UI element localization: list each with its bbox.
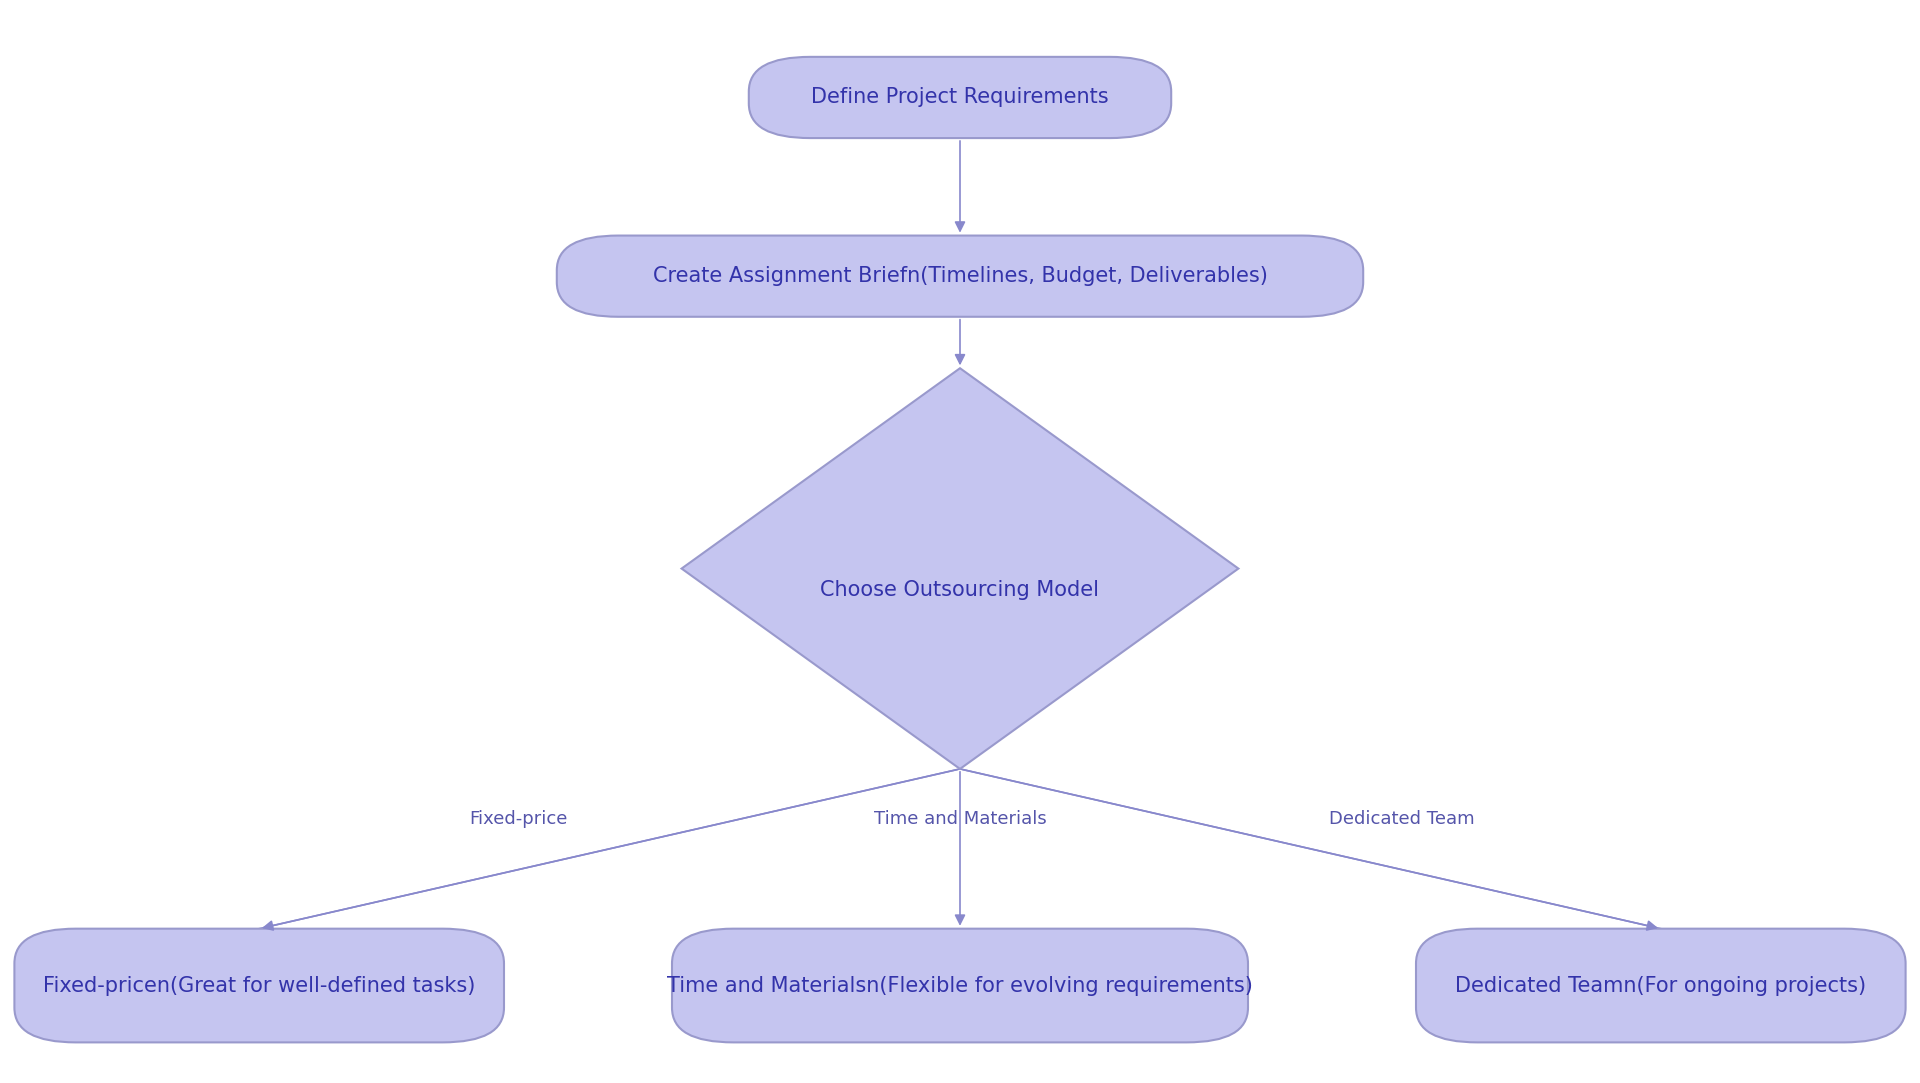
FancyBboxPatch shape <box>557 236 1363 317</box>
Text: Fixed-price: Fixed-price <box>468 810 568 828</box>
Text: Choose Outsourcing Model: Choose Outsourcing Model <box>820 580 1100 600</box>
Text: Time and Materials: Time and Materials <box>874 810 1046 828</box>
Text: Dedicated Teamn(For ongoing projects): Dedicated Teamn(For ongoing projects) <box>1455 976 1866 995</box>
Text: Fixed-pricen(Great for well-defined tasks): Fixed-pricen(Great for well-defined task… <box>42 976 476 995</box>
FancyBboxPatch shape <box>749 57 1171 139</box>
FancyBboxPatch shape <box>1417 929 1905 1042</box>
FancyBboxPatch shape <box>672 929 1248 1042</box>
Text: Time and Materialsn(Flexible for evolving requirements): Time and Materialsn(Flexible for evolvin… <box>666 976 1254 995</box>
Text: Dedicated Team: Dedicated Team <box>1329 810 1475 828</box>
Polygon shape <box>682 368 1238 769</box>
Text: Define Project Requirements: Define Project Requirements <box>810 88 1110 107</box>
Text: Create Assignment Briefn(Timelines, Budget, Deliverables): Create Assignment Briefn(Timelines, Budg… <box>653 266 1267 286</box>
FancyBboxPatch shape <box>15 929 503 1042</box>
